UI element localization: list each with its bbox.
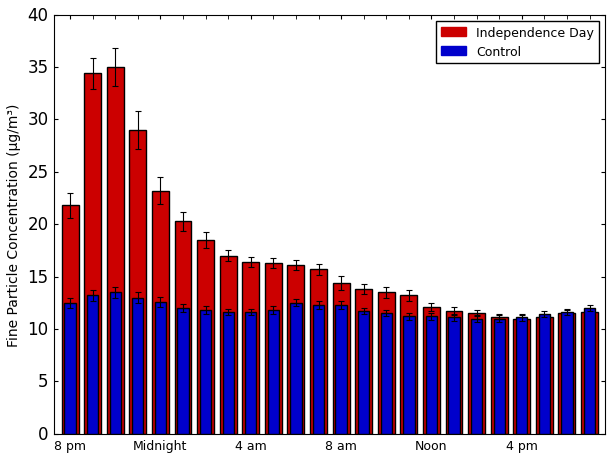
Bar — [378, 293, 395, 434]
Bar — [491, 318, 508, 434]
Bar — [426, 317, 437, 434]
Bar — [62, 206, 78, 434]
Bar — [403, 317, 414, 434]
Bar — [581, 313, 598, 434]
Bar — [84, 74, 101, 434]
Bar — [449, 318, 460, 434]
Bar — [584, 308, 595, 434]
Bar — [197, 241, 214, 434]
Bar — [200, 310, 211, 434]
Bar — [152, 191, 169, 434]
Bar — [265, 263, 282, 434]
Bar — [471, 319, 482, 434]
Bar — [155, 302, 166, 434]
Bar — [220, 256, 237, 434]
Bar — [513, 319, 530, 434]
Bar — [559, 313, 575, 434]
Bar — [516, 318, 528, 434]
Bar — [468, 313, 485, 434]
Bar — [313, 305, 324, 434]
Bar — [129, 131, 146, 434]
Bar — [107, 68, 124, 434]
Bar — [335, 305, 347, 434]
Bar — [87, 296, 99, 434]
Bar — [110, 293, 121, 434]
Bar — [493, 319, 505, 434]
Bar — [64, 303, 76, 434]
Bar — [132, 298, 143, 434]
Bar — [539, 315, 550, 434]
Bar — [242, 263, 259, 434]
Bar — [423, 308, 440, 434]
Bar — [223, 313, 234, 434]
Bar — [245, 313, 256, 434]
Bar — [333, 283, 349, 434]
Legend: Independence Day, Control: Independence Day, Control — [436, 22, 599, 64]
Bar — [290, 303, 302, 434]
Bar — [174, 222, 192, 434]
Y-axis label: Fine Particle Concentration (μg/m³): Fine Particle Concentration (μg/m³) — [7, 103, 21, 346]
Bar — [400, 296, 417, 434]
Bar — [267, 310, 279, 434]
Bar — [177, 308, 188, 434]
Bar — [358, 312, 369, 434]
Bar — [561, 313, 573, 434]
Bar — [288, 265, 304, 434]
Bar — [536, 318, 553, 434]
Bar — [355, 290, 372, 434]
Bar — [381, 313, 392, 434]
Bar — [310, 270, 327, 434]
Bar — [446, 312, 463, 434]
